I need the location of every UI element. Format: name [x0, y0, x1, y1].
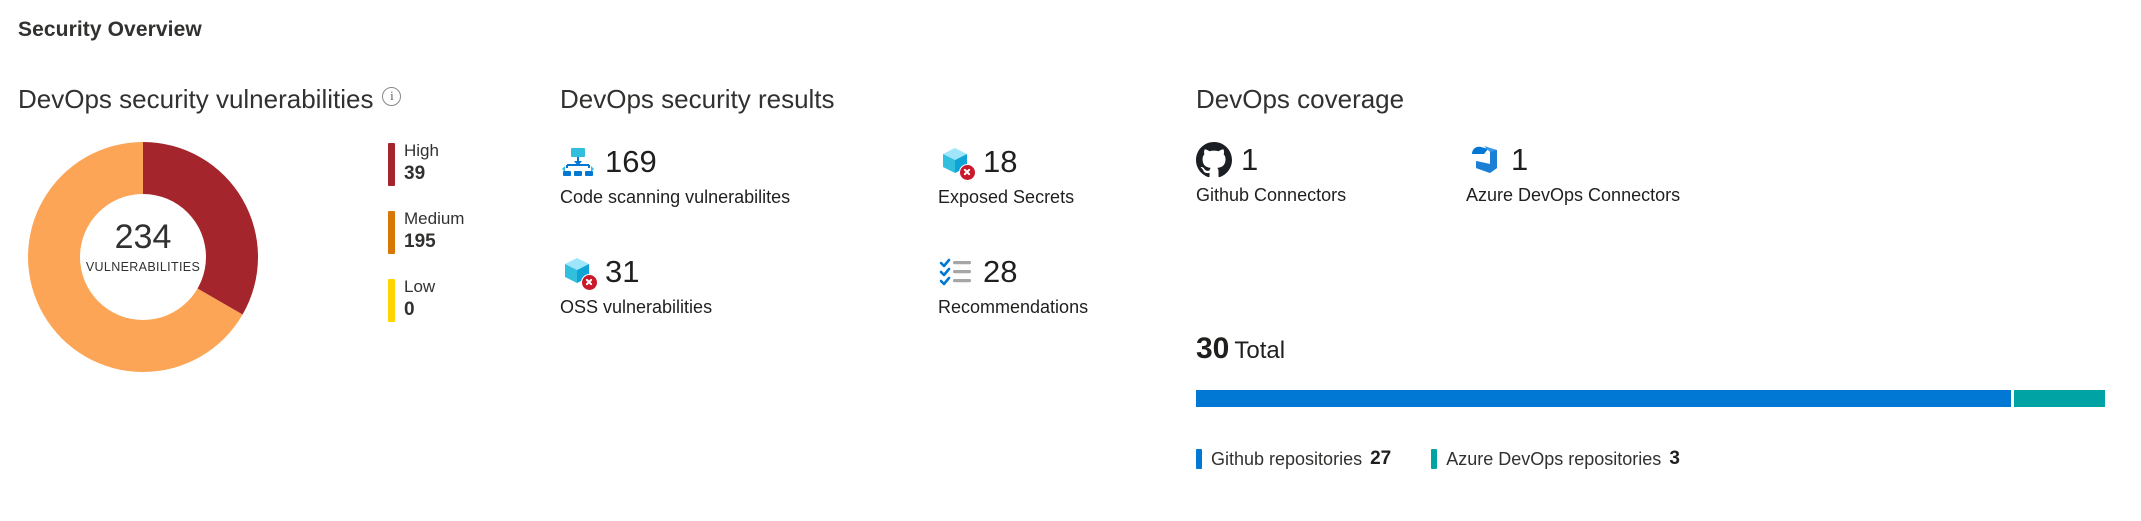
legend-label-high: High — [404, 141, 439, 160]
coverage-total-value: 30 — [1196, 332, 1230, 365]
legend-label-low: Low — [404, 277, 436, 296]
metric-code-scanning[interactable]: 169 Code scanning vulnerabilites — [560, 140, 790, 208]
legend-item-high[interactable]: High 39 — [388, 140, 464, 186]
donut-svg: 234 VULNERABILITIES — [28, 142, 259, 372]
donut-center-label: VULNERABILITIES — [86, 260, 200, 274]
metric-github-connectors[interactable]: 1 Github Connectors — [1196, 138, 1346, 206]
legend-label-medium: Medium — [404, 209, 465, 228]
donut-center-value: 234 — [115, 218, 172, 256]
metric-exposed-secrets-value: 18 — [983, 144, 1018, 179]
legend-value-low: 0 — [404, 299, 415, 320]
legend-value-medium: 195 — [404, 231, 436, 252]
metric-code-scanning-value: 169 — [605, 144, 657, 179]
metric-azure-top: 1 — [1466, 138, 1680, 182]
bar-legend-item-github[interactable]: Github repositories 27 — [1196, 448, 1391, 470]
bar-legend-swatch-azure-devops — [1431, 449, 1438, 469]
exposed-secrets-icon — [938, 144, 976, 181]
github-icon — [1196, 142, 1232, 178]
bar-legend-label-github: Github repositories — [1211, 448, 1363, 469]
coverage-section-title: DevOps coverage — [1196, 84, 1405, 114]
bar-segment-azure-devops[interactable] — [2014, 390, 2105, 407]
coverage-bar-legend: Github repositories 27 Azure DevOps repo… — [1196, 448, 1720, 470]
code-scanning-icon — [560, 144, 596, 180]
bar-segment-divider — [2011, 390, 2015, 407]
bar-segment-github[interactable] — [1196, 390, 2012, 407]
legend-item-medium[interactable]: Medium 195 — [388, 208, 465, 254]
metric-azure-label: Azure DevOps Connectors — [1466, 185, 1681, 205]
azure-devops-icon — [1466, 142, 1502, 178]
legend-swatch-medium — [388, 211, 395, 254]
bar-legend-label-azure-devops: Azure DevOps repositories — [1446, 448, 1662, 469]
vulnerabilities-title-text: DevOps security vulnerabilities — [18, 84, 374, 114]
vulnerabilities-donut-chart: 234 VULNERABILITIES — [18, 132, 268, 382]
oss-package-icon — [560, 254, 598, 291]
legend-swatch-low — [388, 279, 395, 322]
metric-oss-vulnerabilities[interactable]: 31 OSS vulnerabilities — [560, 250, 712, 318]
metric-exposed-secrets[interactable]: 18 Exposed Secrets — [938, 140, 1074, 208]
legend-value-high: 39 — [404, 163, 426, 184]
coverage-stacked-bar[interactable] — [1196, 390, 2105, 407]
metric-exposed-secrets-top: 18 — [938, 140, 1074, 184]
bar-legend-swatch-github — [1196, 449, 1202, 469]
coverage-total-header: 30 Total — [1196, 332, 1285, 366]
legend-swatch-high — [388, 143, 395, 186]
bar-legend-count-github: 27 — [1370, 448, 1392, 469]
metric-code-scanning-label: Code scanning vulnerabilites — [560, 187, 791, 207]
vulnerabilities-section-title: DevOps security vulnerabilities — [18, 84, 402, 115]
metric-github-top: 1 — [1196, 138, 1346, 182]
bar-legend-item-azure-devops[interactable]: Azure DevOps repositories 3 — [1431, 448, 1680, 470]
metric-oss-top: 31 — [560, 250, 712, 294]
metric-azure-value: 1 — [1511, 142, 1529, 177]
metric-oss-label: OSS vulnerabilities — [560, 297, 713, 317]
bar-legend-count-azure-devops: 3 — [1669, 448, 1680, 469]
donut-legend: High 39 Medium 195 Low 0 — [388, 140, 464, 344]
metric-azure-devops-connectors[interactable]: 1 Azure DevOps Connectors — [1466, 138, 1680, 206]
error-badge-icon — [581, 274, 598, 291]
coverage-total-word: Total — [1234, 337, 1286, 364]
metric-code-scanning-top: 169 — [560, 140, 790, 184]
donut-hole — [80, 194, 206, 320]
metric-recommendations[interactable]: 28 Recommendations — [938, 250, 1088, 318]
metric-recommendations-value: 28 — [983, 254, 1018, 289]
metric-exposed-secrets-label: Exposed Secrets — [938, 187, 1075, 207]
page-title: Security Overview — [18, 18, 202, 41]
metric-recommendations-label: Recommendations — [938, 297, 1089, 317]
metric-github-label: Github Connectors — [1196, 185, 1347, 205]
info-icon[interactable] — [382, 86, 402, 106]
legend-item-low[interactable]: Low 0 — [388, 276, 464, 322]
metric-recommendations-top: 28 — [938, 250, 1088, 294]
recommendations-icon — [938, 254, 974, 290]
metric-oss-value: 31 — [605, 254, 640, 289]
results-section-title: DevOps security results — [560, 84, 835, 114]
error-badge-icon — [959, 164, 976, 181]
metric-github-value: 1 — [1241, 142, 1259, 177]
